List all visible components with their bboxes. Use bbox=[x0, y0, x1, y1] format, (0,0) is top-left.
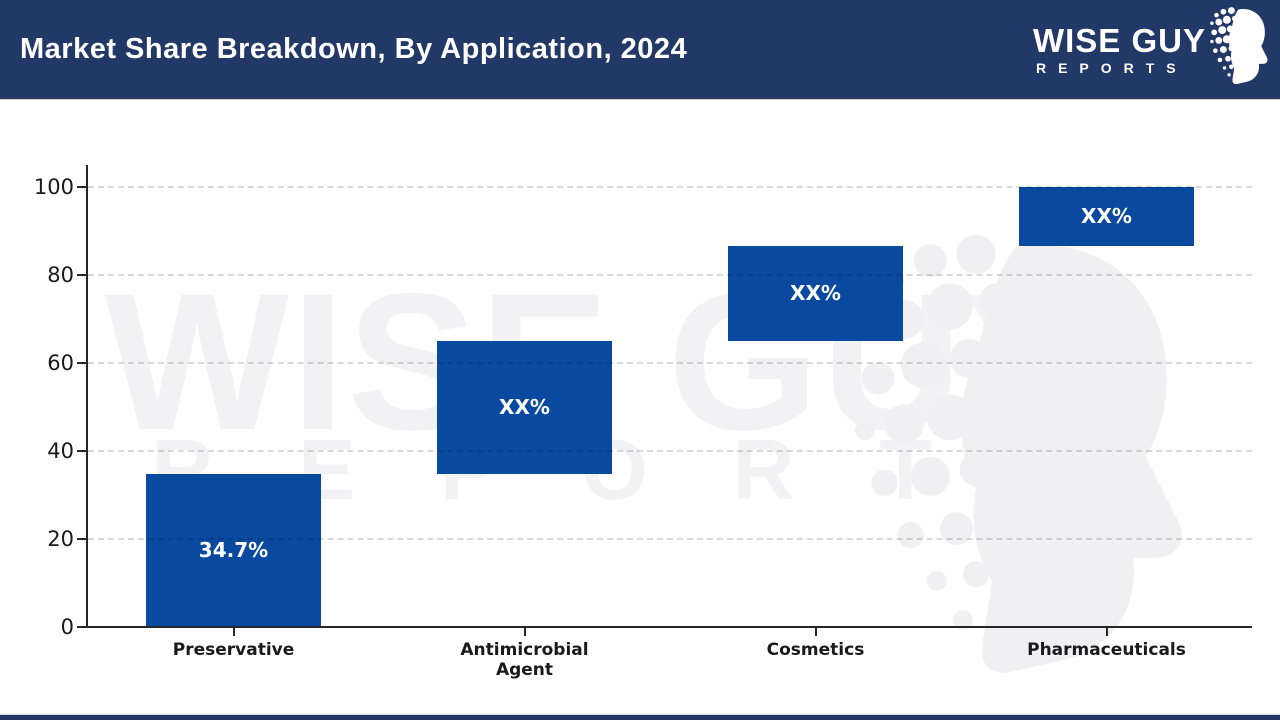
page-title: Market Share Breakdown, By Application, … bbox=[20, 33, 688, 65]
y-tick-label-100: 100 bbox=[33, 174, 74, 199]
gridline-60 bbox=[88, 361, 1252, 364]
y-tick-label-80: 80 bbox=[47, 262, 74, 287]
x-tick-mark bbox=[814, 628, 817, 636]
footer-bar bbox=[0, 714, 1280, 720]
y-tick-mark-20 bbox=[77, 537, 86, 540]
bar bbox=[728, 245, 903, 341]
gridline-100 bbox=[88, 185, 1252, 188]
wise-guy-reports-logo: WISE GUY REPORTS bbox=[1033, 6, 1272, 92]
category-label: Antimicrobial Agent bbox=[460, 640, 589, 681]
x-tick-mark bbox=[1105, 628, 1108, 636]
logo-reports-label: REPORTS bbox=[1035, 59, 1188, 76]
y-tick-mark-100 bbox=[77, 185, 86, 188]
y-tick-mark-40 bbox=[77, 449, 86, 452]
y-tick-mark-80 bbox=[77, 273, 86, 276]
bar-value-label: XX% bbox=[790, 280, 841, 305]
bar bbox=[1019, 186, 1194, 246]
gridline-20 bbox=[88, 537, 1252, 540]
y-tick-label-0: 0 bbox=[60, 615, 74, 639]
y-tick-label-60: 60 bbox=[47, 350, 74, 375]
y-tick-label-40: 40 bbox=[47, 438, 74, 463]
bar bbox=[146, 474, 321, 627]
x-tick-mark bbox=[523, 628, 526, 636]
bar-value-label: XX% bbox=[1081, 203, 1132, 228]
y-tick-label-20: 20 bbox=[47, 526, 74, 551]
bar-value-label: 34.7% bbox=[198, 538, 269, 563]
y-tick-mark-0 bbox=[77, 626, 86, 628]
header-bar: Market Share Breakdown, By Application, … bbox=[0, 0, 1280, 100]
gridline-40 bbox=[88, 449, 1252, 452]
category-label: Pharmaceuticals bbox=[1027, 640, 1186, 660]
y-axis-line bbox=[86, 165, 88, 627]
logo-dotted-face-icon bbox=[1210, 7, 1268, 85]
bar bbox=[437, 340, 612, 475]
category-label: Cosmetics bbox=[766, 640, 865, 660]
bar-value-label: XX% bbox=[499, 394, 550, 419]
logo-text: WISE GUY REPORTS bbox=[1033, 24, 1206, 75]
category-label: Preservative bbox=[172, 640, 295, 660]
watermark-dotted-face-icon bbox=[855, 234, 1182, 673]
x-tick-mark bbox=[232, 628, 235, 636]
y-tick-mark-60 bbox=[77, 361, 86, 364]
gridline-80 bbox=[88, 273, 1252, 276]
x-axis-line bbox=[86, 626, 1252, 628]
logo-wiseguy-label: WISE GUY bbox=[1032, 21, 1206, 59]
